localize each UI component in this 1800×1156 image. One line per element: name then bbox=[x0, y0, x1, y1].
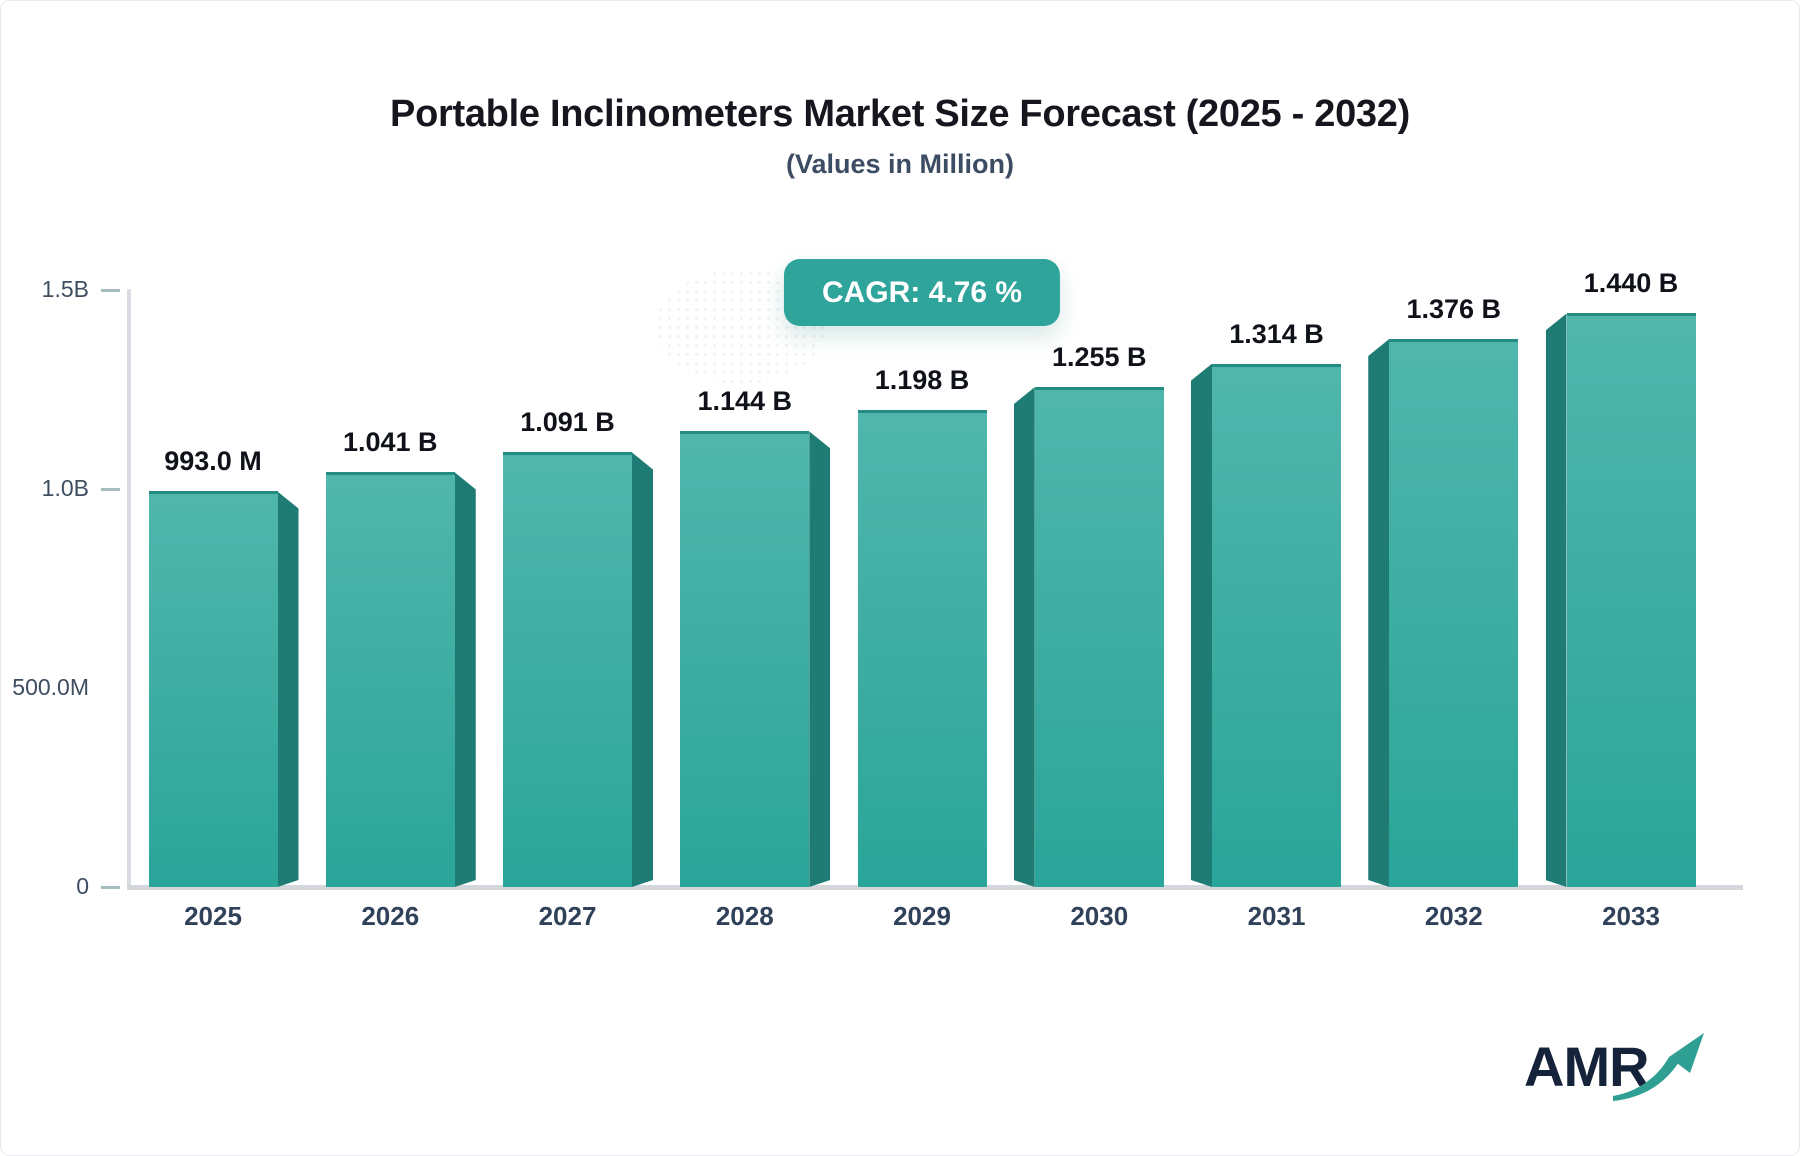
bar-side-2032 bbox=[1368, 339, 1389, 887]
bar-2032 bbox=[1389, 338, 1519, 887]
bar-value-label-2032: 1.376 B bbox=[1406, 293, 1502, 324]
chart-title: Portable Inclinometers Market Size Forec… bbox=[390, 93, 1410, 135]
y-tick-label-1.5B: 1.5B bbox=[41, 275, 89, 302]
bar-2033 bbox=[1566, 313, 1696, 887]
bar-value-label-2030: 1.255 B bbox=[1051, 342, 1147, 373]
bar-value-label-2029: 1.198 B bbox=[874, 364, 970, 395]
bar-side-2027 bbox=[632, 452, 653, 887]
bar-side-2031 bbox=[1191, 364, 1212, 887]
x-tick-label-2028: 2028 bbox=[715, 901, 774, 931]
bar-2030 bbox=[1034, 387, 1164, 887]
bar-side-2030 bbox=[1014, 387, 1035, 887]
x-tick-label-2026: 2026 bbox=[361, 901, 420, 931]
x-tick-label-2030: 2030 bbox=[1070, 901, 1129, 931]
bar-value-label-2028: 1.144 B bbox=[697, 386, 793, 417]
growth-arrow-icon bbox=[1613, 1033, 1704, 1101]
x-tick-label-2025: 2025 bbox=[184, 901, 242, 931]
bar-value-label-2025: 993.0 M bbox=[164, 446, 262, 477]
chart-subtitle: (Values in Million) bbox=[785, 149, 1015, 179]
x-tick-label-2027: 2027 bbox=[538, 901, 597, 931]
x-tick-label-2032: 2032 bbox=[1424, 901, 1483, 931]
cagr-badge: CAGR: 4.76 % bbox=[783, 259, 1061, 326]
y-tick-label-1.0B: 1.0B bbox=[41, 474, 89, 501]
bar-2028 bbox=[680, 431, 810, 887]
bar-value-label-2031: 1.314 B bbox=[1229, 318, 1324, 349]
bar-side-2033 bbox=[1546, 313, 1567, 887]
y-tick-dash bbox=[101, 487, 120, 491]
x-tick-label-2033: 2033 bbox=[1602, 901, 1660, 931]
x-tick-label-2029: 2029 bbox=[893, 901, 951, 931]
x-axis-baseline bbox=[127, 885, 1743, 890]
amr-logo-text: AMR bbox=[1524, 1035, 1650, 1098]
bar-value-label-2027: 1.091 B bbox=[520, 407, 615, 438]
bar-2031 bbox=[1212, 363, 1341, 887]
y-tick-label-500.0M: 500.0M bbox=[12, 673, 89, 700]
bar-side-2028 bbox=[809, 431, 830, 887]
y-tick-label-0: 0 bbox=[76, 873, 89, 899]
y-axis-line bbox=[127, 289, 131, 889]
bar-2025 bbox=[148, 491, 278, 887]
bar-value-label-2033: 1.440 B bbox=[1583, 268, 1679, 299]
amr-logo: AMR bbox=[1524, 1030, 1704, 1105]
bar-2027 bbox=[503, 452, 632, 887]
bar-2029 bbox=[857, 409, 987, 887]
x-tick-label-2031: 2031 bbox=[1247, 901, 1306, 931]
bar-side-2026 bbox=[455, 472, 476, 887]
bar-2026 bbox=[325, 472, 455, 887]
bar-value-label-2026: 1.041 B bbox=[342, 427, 438, 458]
y-tick-dash bbox=[101, 288, 120, 292]
y-tick-dash bbox=[101, 886, 120, 889]
bar-side-2025 bbox=[278, 491, 299, 887]
